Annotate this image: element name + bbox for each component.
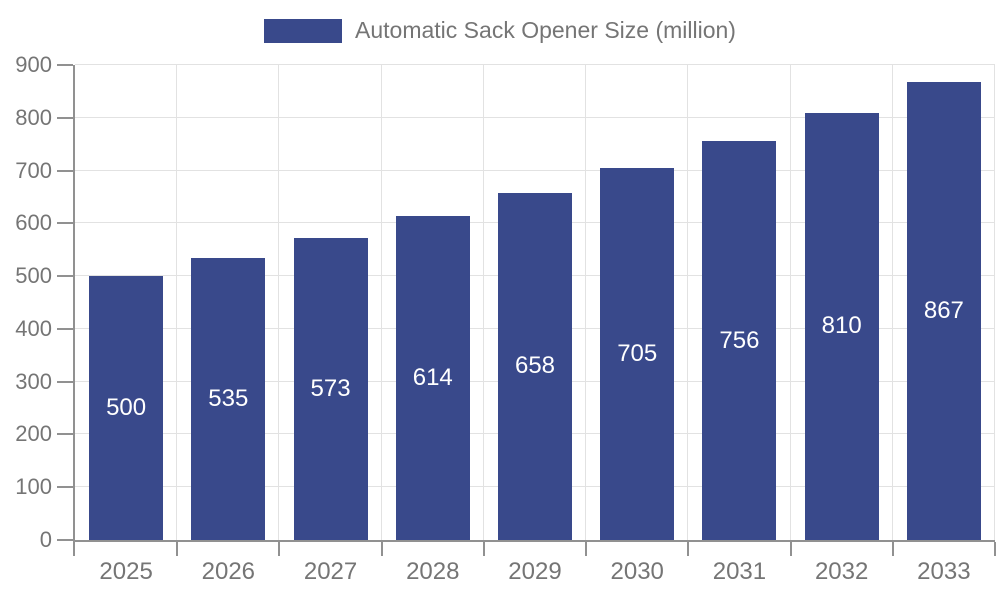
x-tick-label: 2027 xyxy=(303,558,358,585)
y-tick xyxy=(57,380,73,383)
bar-value-label: 867 xyxy=(923,297,964,325)
bar-2029: 658 xyxy=(498,192,572,540)
y-tick-label: 900 xyxy=(15,52,52,77)
bar-2031: 756 xyxy=(702,141,777,540)
bar-2033: 867 xyxy=(906,82,981,540)
bar-value-label: 500 xyxy=(106,394,147,422)
bar-value-label: 810 xyxy=(821,312,862,340)
y-tick-label: 800 xyxy=(15,104,52,130)
y-tick-label: 600 xyxy=(15,210,52,236)
y-tick xyxy=(57,486,73,489)
y-gridline xyxy=(75,116,995,118)
x-tick-label: 2025 xyxy=(99,558,153,585)
x-gridline xyxy=(994,65,995,540)
bar-value-label: 614 xyxy=(412,363,453,391)
bar-2025: 500 xyxy=(89,276,164,540)
legend-label: Automatic Sack Opener Size (million) xyxy=(355,17,736,43)
x-gridline xyxy=(278,65,280,540)
x-tick xyxy=(891,542,894,556)
bar-2028: 614 xyxy=(395,215,470,540)
y-gridline xyxy=(75,64,995,65)
y-tick xyxy=(57,275,73,278)
x-tick xyxy=(482,542,485,556)
y-tick xyxy=(57,327,73,330)
bar-2027: 573 xyxy=(293,237,368,540)
x-gridline xyxy=(687,65,689,540)
legend[interactable]: Automatic Sack Opener Size (million) xyxy=(0,17,1000,44)
x-tick xyxy=(278,542,281,556)
y-tick-label: 0 xyxy=(39,527,52,552)
bar-value-label: 756 xyxy=(719,326,760,354)
bar-2032: 810 xyxy=(804,112,879,540)
y-tick-label: 100 xyxy=(15,474,52,500)
y-tick-label: 200 xyxy=(15,421,52,447)
x-tick xyxy=(585,542,588,556)
x-gridline xyxy=(585,65,587,540)
x-gridline xyxy=(380,65,382,540)
x-gridline xyxy=(789,65,791,540)
bar-2030: 705 xyxy=(600,167,675,540)
bar-value-label: 705 xyxy=(617,339,658,367)
x-tick-label: 2029 xyxy=(508,558,562,585)
x-tick xyxy=(73,542,75,556)
x-tick xyxy=(176,542,179,556)
y-tick xyxy=(57,169,73,172)
y-tick-label: 400 xyxy=(15,315,52,341)
plot-area: 0 100 200 300 400 500 600 700 800 900 500 2025 535 20… xyxy=(15,54,996,584)
x-tick-label: 2031 xyxy=(712,558,767,585)
x-tick xyxy=(789,542,792,556)
x-tick-label: 2033 xyxy=(917,558,971,585)
y-tick xyxy=(57,116,73,119)
x-tick xyxy=(380,542,383,556)
y-tick xyxy=(57,433,73,436)
x-gridline xyxy=(176,65,178,540)
legend-swatch xyxy=(264,18,343,43)
y-gridline xyxy=(75,169,995,171)
x-tick-label: 2026 xyxy=(201,558,256,585)
x-gridline xyxy=(891,65,893,540)
x-gridline xyxy=(482,65,484,540)
y-tick xyxy=(57,539,73,541)
x-tick xyxy=(994,542,996,556)
y-tick-label: 300 xyxy=(15,368,52,394)
y-tick-label: 500 xyxy=(15,263,52,289)
bar-value-label: 535 xyxy=(208,384,249,412)
x-tick-label: 2028 xyxy=(406,558,460,585)
bar-value-label: 658 xyxy=(514,352,556,380)
x-tick xyxy=(687,542,690,556)
y-tick xyxy=(57,64,73,66)
x-tick-label: 2030 xyxy=(610,558,664,585)
bar-2026: 535 xyxy=(191,257,266,540)
y-tick-label: 700 xyxy=(15,157,52,183)
bar-value-label: 573 xyxy=(310,374,351,402)
y-tick xyxy=(57,222,73,225)
x-tick-label: 2032 xyxy=(814,558,869,585)
